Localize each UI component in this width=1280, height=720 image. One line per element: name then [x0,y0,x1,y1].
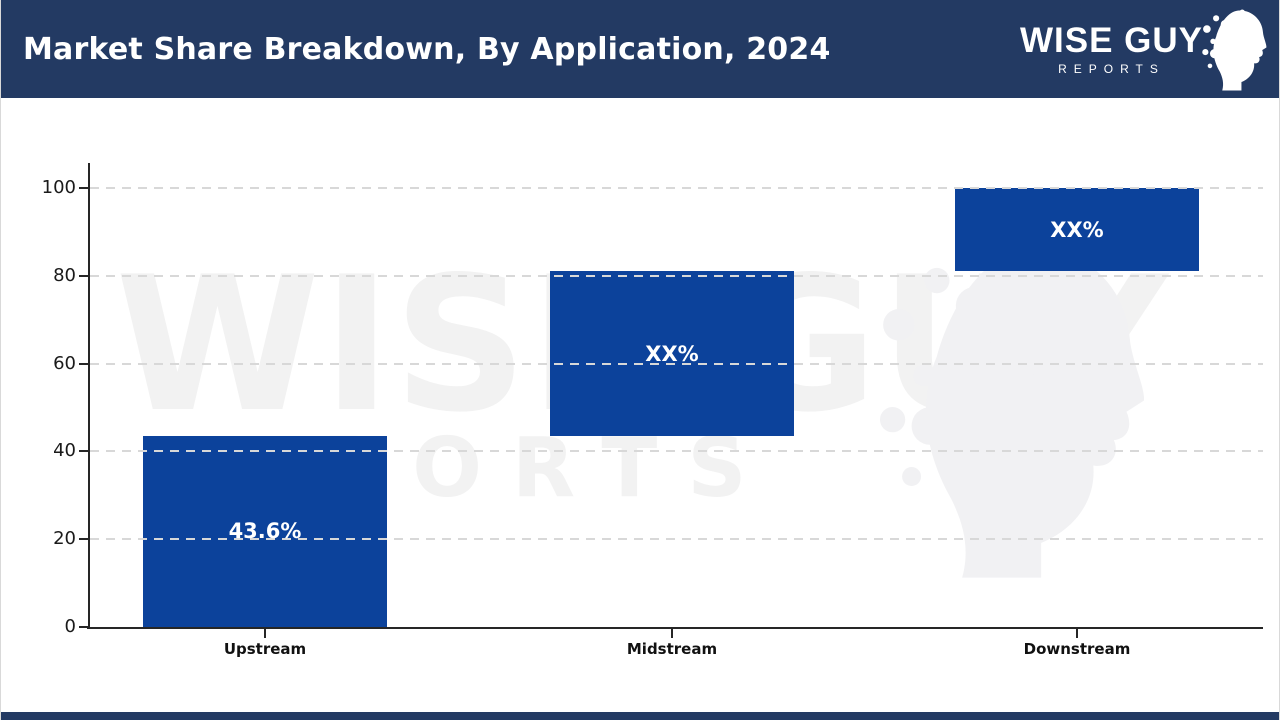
y-tick-mark [79,538,89,541]
y-tick-label: 20 [53,528,76,550]
y-tick-label: 60 [53,352,76,374]
y-tick-mark [79,274,89,277]
brand-subtext: REPORTS [1058,61,1165,76]
bar-value-label: XX% [1050,217,1104,242]
dotted-head-logo-icon [1202,9,1267,91]
y-tick-mark [79,362,89,365]
y-tick-mark [79,450,89,453]
x-tick-mark [1076,629,1078,638]
x-axis-line [87,627,1263,629]
y-tick-mark [79,626,89,628]
y-tick-mark [79,187,89,189]
gridline [90,538,1263,541]
x-tick-label: Downstream [1023,640,1131,658]
y-axis-line [88,163,90,629]
x-tick-mark [671,629,673,638]
x-tick-mark [264,629,266,638]
bar-value-label: 43.6% [228,519,302,544]
x-tick-label: Midstream [626,640,718,658]
gridline [90,450,1263,453]
bar-midstream [550,271,794,436]
y-tick-label: 100 [41,177,76,198]
footer-bar [1,712,1279,720]
bar-value-label: XX% [645,341,699,366]
brand-logo-text: WISE GUY REPORTS [1020,23,1203,76]
gridline [90,362,1263,365]
y-tick-label: 0 [64,616,76,637]
brand-wordmark: WISE GUY [1019,20,1203,60]
bar-downstream [955,188,1199,272]
gridline [90,274,1263,277]
header-bar: Market Share Breakdown, By Application, … [1,0,1279,98]
bar-upstream [143,435,387,627]
gridline [90,187,1263,189]
brand-logo: WISE GUY REPORTS [1020,6,1269,92]
x-tick-label: Upstream [223,640,307,658]
watermark-dotted-head-icon [879,244,1145,578]
y-tick-label: 80 [53,264,76,286]
y-tick-label: 40 [53,440,76,462]
page-title: Market Share Breakdown, By Application, … [23,31,831,67]
